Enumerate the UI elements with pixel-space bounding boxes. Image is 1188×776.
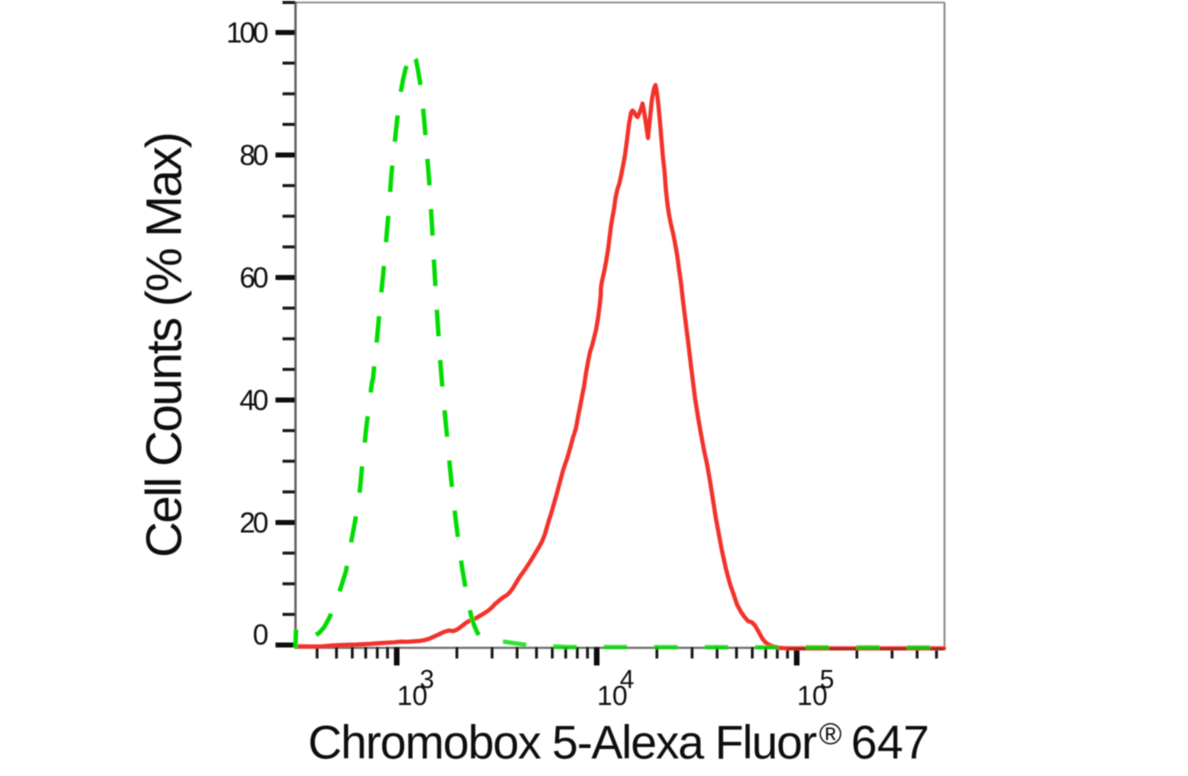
- svg-text:10: 10: [797, 680, 828, 711]
- svg-text:®: ®: [819, 717, 842, 752]
- svg-text:40: 40: [239, 385, 267, 417]
- svg-text:4: 4: [620, 664, 634, 694]
- svg-text:10: 10: [397, 680, 428, 711]
- svg-text:100: 100: [226, 18, 268, 50]
- svg-text:5: 5: [820, 664, 834, 694]
- svg-text:80: 80: [239, 140, 267, 172]
- svg-text:10: 10: [597, 680, 628, 711]
- svg-text:0: 0: [253, 619, 268, 651]
- svg-text:Chromobox 5-Alexa Fluor: Chromobox 5-Alexa Fluor: [308, 716, 816, 769]
- svg-text:3: 3: [420, 664, 434, 694]
- svg-text:60: 60: [239, 263, 267, 295]
- svg-text:647: 647: [851, 716, 929, 769]
- svg-text:20: 20: [239, 508, 267, 540]
- svg-text:Cell Counts (% Max): Cell Counts (% Max): [136, 133, 192, 557]
